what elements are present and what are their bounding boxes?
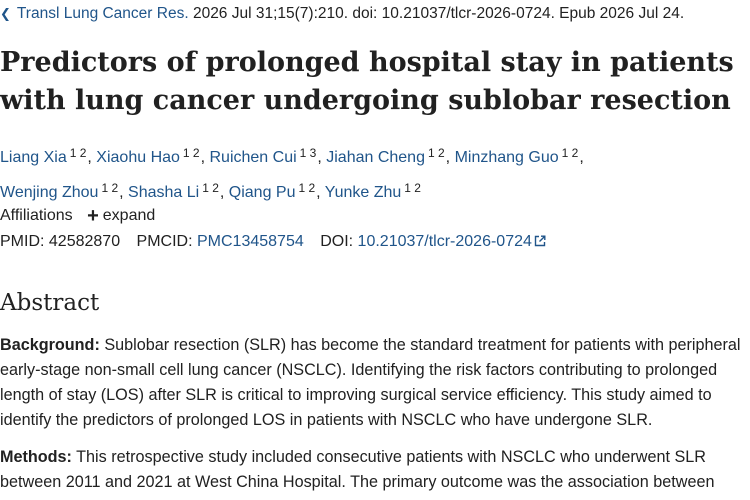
author-item: Ruichen Cui 1 3, — [209, 146, 327, 166]
citation-details: 2026 Jul 31;15(7):210. doi: 10.21037/tlc… — [188, 5, 685, 22]
background-label: Background: — [0, 336, 100, 354]
chevron-left-icon[interactable]: ❮ — [0, 6, 11, 21]
pmcid-link[interactable]: PMC13458754 — [197, 233, 304, 250]
author-affiliation-marker[interactable]: 1 2 — [404, 181, 421, 195]
author-affiliation-marker[interactable]: 1 2 — [561, 146, 579, 160]
author-item: Jiahan Cheng 1 2, — [326, 146, 455, 166]
methods-text: This retrospective study included consec… — [0, 448, 715, 491]
author-item: Qiang Pu 1 2, — [228, 181, 325, 201]
background-text: Sublobar resection (SLR) has become the … — [0, 336, 741, 429]
author-link[interactable]: Shasha Li — [128, 184, 200, 201]
abstract-background: Background: Sublobar resection (SLR) has… — [0, 333, 748, 433]
article-title: Predictors of prolonged hospital stay in… — [0, 47, 734, 116]
author-item: Minzhang Guo 1 2, — [454, 146, 584, 166]
identifiers-row: PMID: 42582870 PMCID: PMC13458754 DOI: 1… — [0, 233, 546, 251]
plus-icon: + — [87, 205, 99, 227]
author-item: Shasha Li 1 2, — [128, 181, 229, 201]
author-item: Yunke Zhu 1 2 — [324, 181, 422, 201]
abstract-heading: Abstract — [0, 290, 100, 316]
affiliations-expand-button[interactable]: + expand — [87, 205, 156, 227]
author-list: Liang Xia 1 2, Xiaohu Hao 1 2, Ruichen Cui… — [0, 138, 750, 208]
pmid-label: PMID: — [0, 233, 45, 250]
doi-label: DOI: — [320, 233, 354, 250]
author-link[interactable]: Yunke Zhu — [324, 184, 402, 201]
author-affiliation-marker[interactable]: 1 2 — [427, 146, 445, 160]
author-link[interactable]: Qiang Pu — [228, 184, 296, 201]
journal-link[interactable]: Transl Lung Cancer Res. — [16, 5, 189, 22]
affiliations-label: Affiliations — [0, 207, 73, 224]
author-link[interactable]: Liang Xia — [0, 149, 67, 166]
author-affiliation-marker[interactable]: 1 2 — [182, 146, 200, 160]
pmid-value: 42582870 — [48, 233, 121, 250]
author-item: Xiaohu Hao 1 2, — [96, 146, 210, 166]
expand-label: expand — [102, 207, 156, 224]
methods-label: Methods: — [0, 448, 72, 466]
author-affiliation-marker[interactable]: 1 2 — [69, 146, 87, 160]
citation-line: ❮ Transl Lung Cancer Res. 2026 Jul 31;15(… — [0, 5, 684, 23]
abstract-methods: Methods: This retrospective study includ… — [0, 445, 748, 495]
author-link[interactable]: Xiaohu Hao — [96, 149, 180, 166]
author-affiliation-marker[interactable]: 1 3 — [299, 146, 317, 160]
author-link[interactable]: Ruichen Cui — [209, 149, 297, 166]
external-link-icon[interactable] — [534, 235, 546, 247]
doi-link[interactable]: 10.21037/tlcr-2026-0724 — [357, 233, 532, 250]
pmcid-label: PMCID: — [136, 233, 193, 250]
author-affiliation-marker[interactable]: 1 2 — [298, 181, 316, 195]
affiliations-row: Affiliations + expand — [0, 205, 155, 228]
author-link[interactable]: Jiahan Cheng — [326, 149, 425, 166]
author-affiliation-marker[interactable]: 1 2 — [202, 181, 219, 195]
author-link[interactable]: Wenjing Zhou — [0, 184, 99, 201]
author-link[interactable]: Minzhang Guo — [454, 149, 559, 166]
author-affiliation-marker[interactable]: 1 2 — [101, 181, 119, 195]
author-item: Liang Xia 1 2, — [0, 146, 97, 166]
author-item: Wenjing Zhou 1 2, — [0, 181, 129, 201]
